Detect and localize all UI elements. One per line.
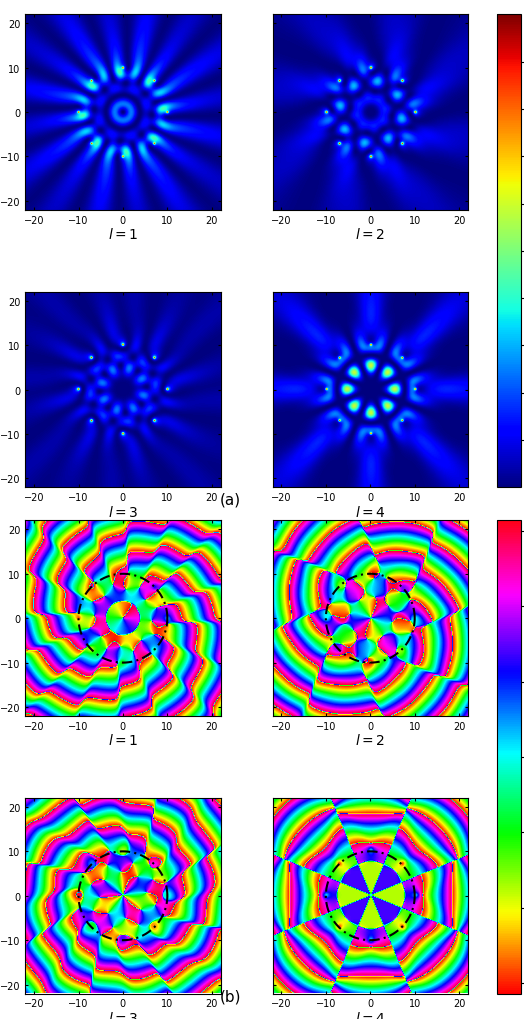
X-axis label: $\mathit{l=1}$: $\mathit{l=1}$ (107, 227, 138, 242)
X-axis label: $\mathit{l=3}$: $\mathit{l=3}$ (107, 504, 138, 519)
X-axis label: $\mathit{l=4}$: $\mathit{l=4}$ (355, 1010, 386, 1019)
X-axis label: $\mathit{l=2}$: $\mathit{l=2}$ (355, 227, 386, 242)
X-axis label: $\mathit{l=1}$: $\mathit{l=1}$ (107, 733, 138, 748)
X-axis label: $\mathit{l=2}$: $\mathit{l=2}$ (355, 733, 386, 748)
Text: (a): (a) (220, 492, 241, 507)
X-axis label: $\mathit{l=3}$: $\mathit{l=3}$ (107, 1010, 138, 1019)
Text: (b): (b) (220, 988, 242, 1004)
X-axis label: $\mathit{l=4}$: $\mathit{l=4}$ (355, 504, 386, 519)
